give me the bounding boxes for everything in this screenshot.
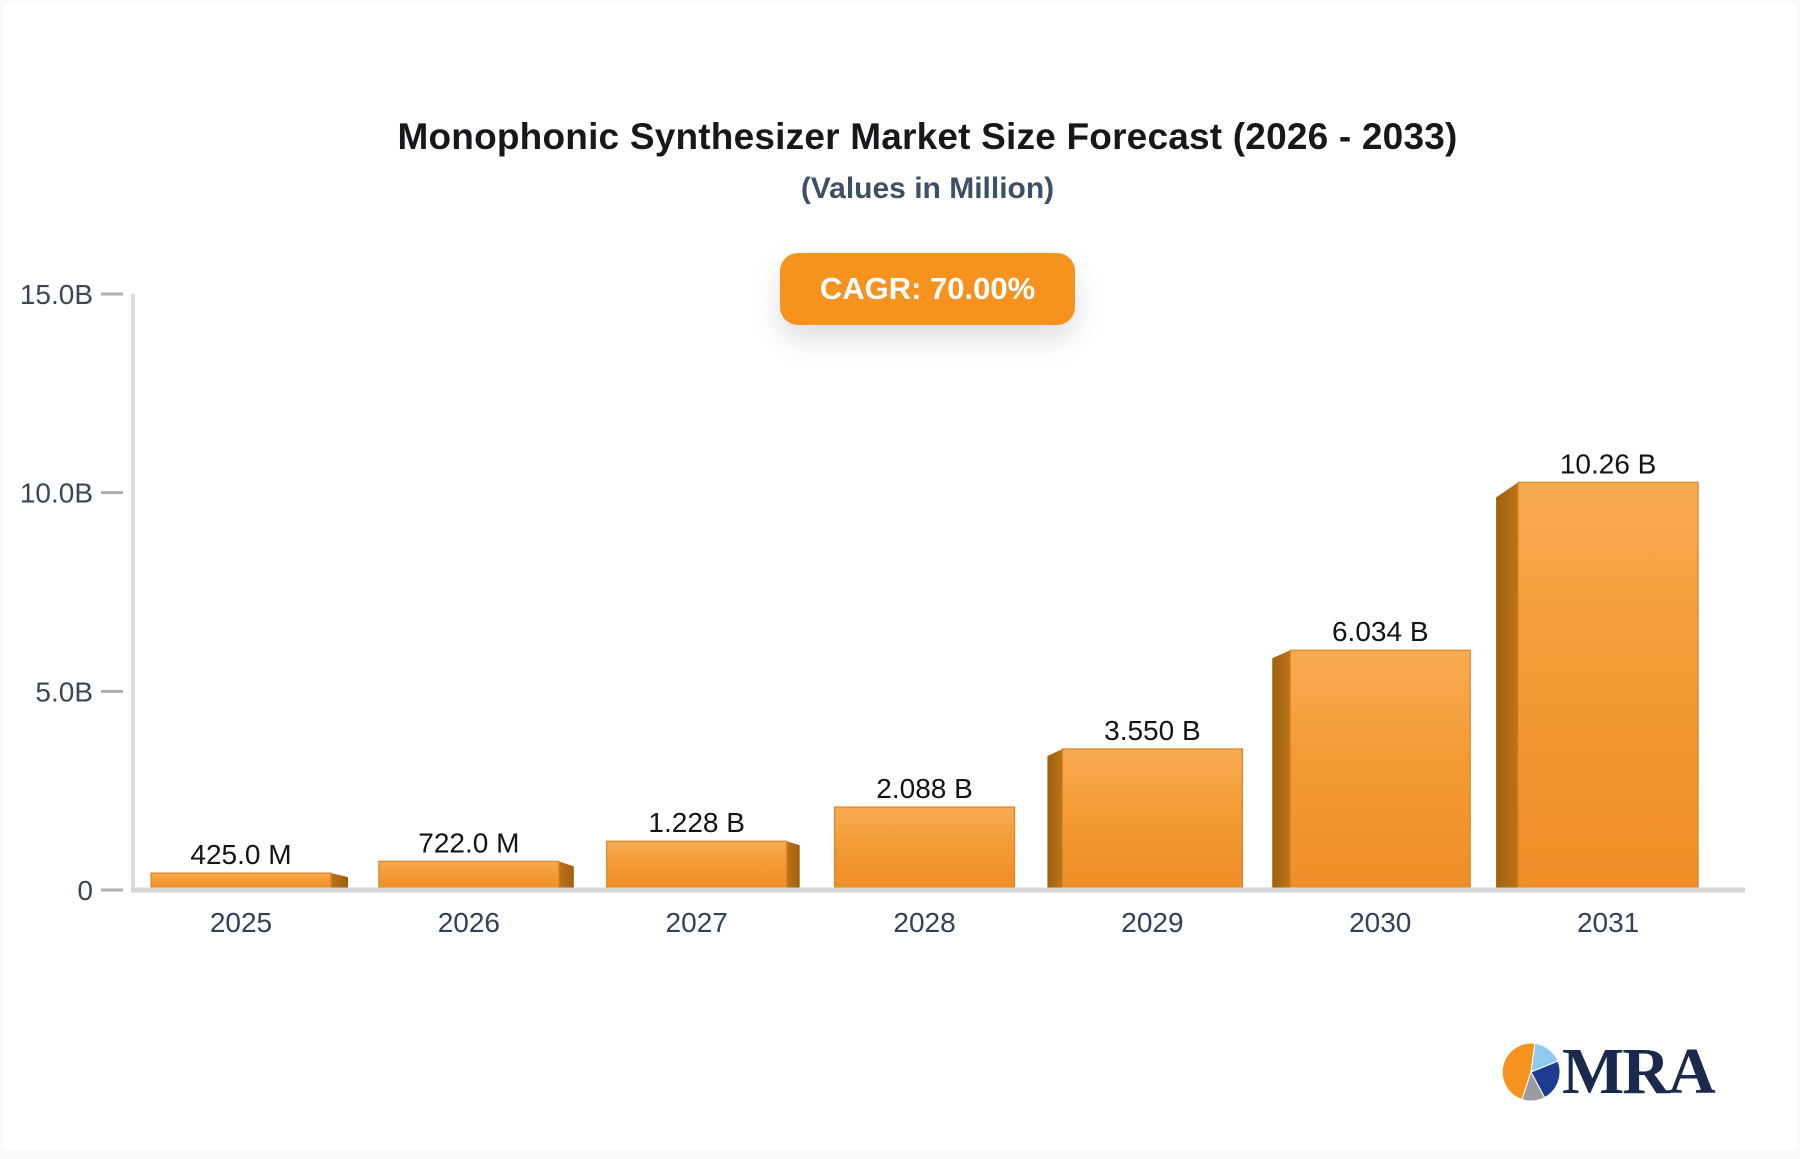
- cagr-badge: CAGR: 70.00%: [779, 253, 1076, 325]
- y-tick-label-5.0B: 5.0B: [35, 676, 93, 707]
- chart-card: Monophonic Synthesizer Market Size Forec…: [3, 3, 1797, 1150]
- mra-logo: MRA: [1502, 1035, 1716, 1108]
- bar-side-2031: [1496, 482, 1519, 889]
- y-tick-label-15.0B: 15.0B: [20, 279, 93, 310]
- x-axis-label-2026: 2026: [438, 907, 500, 938]
- bar-side-2026: [558, 861, 574, 889]
- bar-2027: [606, 840, 788, 890]
- bar-value-label-2031: 10.26 B: [1560, 448, 1657, 479]
- pie-slice-orange: [1502, 1043, 1536, 1101]
- bar-value-label-2028: 2.088 B: [876, 773, 973, 804]
- bar-2025: [150, 872, 332, 890]
- bar-value-label-2025: 425.0 M: [190, 839, 291, 870]
- chart-title: Monophonic Synthesizer Market Size Forec…: [397, 116, 1458, 157]
- x-axis-label-2029: 2029: [1121, 907, 1183, 938]
- y-tick-label-0: 0: [77, 875, 93, 906]
- bar-side-2029: [1047, 748, 1063, 889]
- x-axis-label-2030: 2030: [1349, 907, 1411, 938]
- pie-slice-gray: [1521, 1070, 1546, 1101]
- bar-value-label-2029: 3.550 B: [1104, 715, 1201, 746]
- bar-side-2030: [1272, 650, 1291, 889]
- x-axis-label-2027: 2027: [666, 907, 728, 938]
- chart-subtitle: (Values in Million): [800, 172, 1055, 205]
- bar-2030: [1289, 649, 1471, 890]
- bar-value-label-2030: 6.034 B: [1332, 616, 1429, 647]
- x-axis-label-2025: 2025: [210, 907, 272, 938]
- pie-slice-navy: [1530, 1060, 1560, 1099]
- bar-2026: [378, 860, 560, 890]
- bar-value-label-2026: 722.0 M: [418, 827, 519, 858]
- bar-value-label-2027: 1.228 B: [648, 807, 745, 838]
- y-tick-label-10.0B: 10.0B: [20, 478, 93, 509]
- mra-logo-pie-icon: [1502, 1043, 1560, 1101]
- bar-2031: [1517, 481, 1699, 890]
- x-axis-label-2028: 2028: [893, 907, 955, 938]
- bar-2028: [833, 806, 1016, 890]
- mra-logo-text: MRA: [1562, 1035, 1716, 1108]
- bar-2029: [1061, 748, 1244, 890]
- bar-side-2025: [331, 873, 348, 889]
- cagr-badge-wrap: CAGR: 70.00%: [58, 253, 1797, 325]
- bar-chart: 0 5.0B 10.0B 15.0B 425.0 M 2025 722.0 M 2026 1.2…: [20, 279, 1745, 938]
- bar-side-2027: [786, 841, 800, 889]
- x-axis-label-2031: 2031: [1577, 907, 1639, 938]
